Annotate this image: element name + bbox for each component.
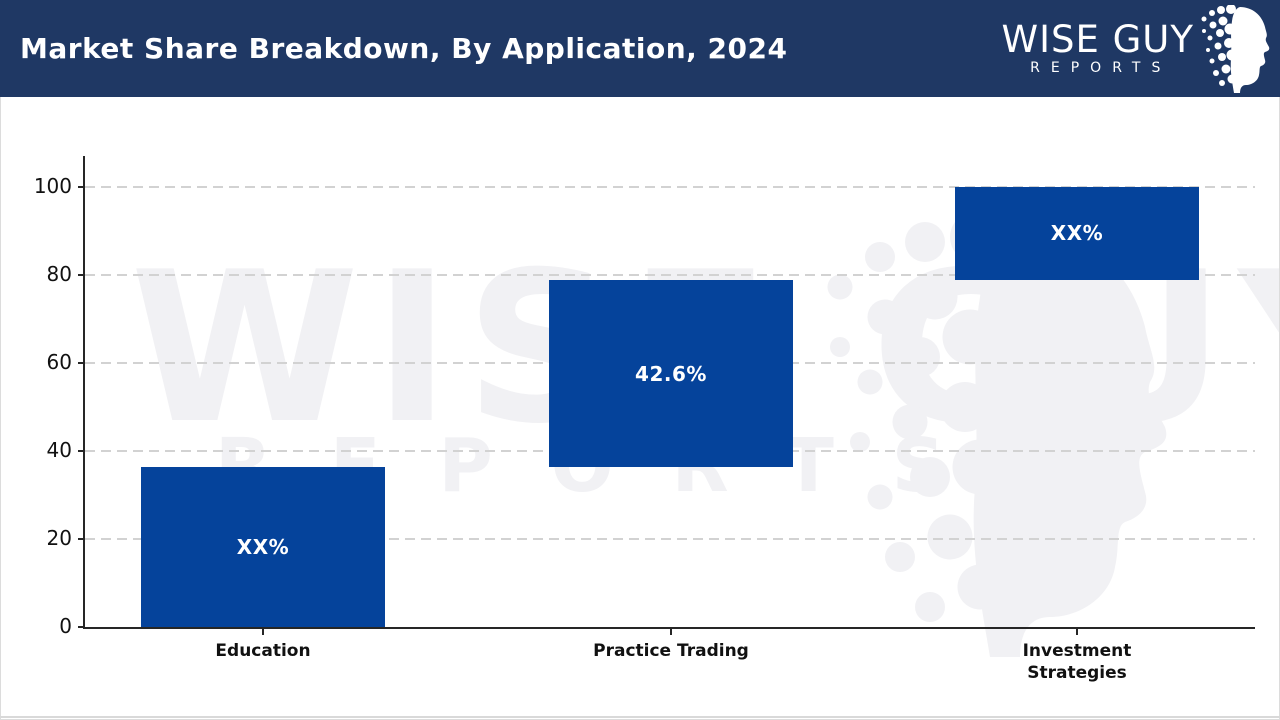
header-bar: Market Share Breakdown, By Application, … — [0, 0, 1280, 97]
bar-value-label: XX% — [1050, 221, 1104, 246]
brand-name: WISE GUY — [1001, 18, 1194, 61]
y-axis-line — [83, 156, 85, 629]
y-tick-label: 80 — [46, 262, 72, 286]
y-tick-mark — [78, 538, 85, 540]
y-tick-label: 60 — [46, 350, 72, 374]
brand-subtitle: REPORTS — [1030, 60, 1172, 76]
bar-value-label: 42.6% — [635, 361, 707, 386]
bar-investment-strategies[interactable]: XX% — [955, 187, 1199, 280]
gridline-y100 — [85, 186, 1255, 188]
y-tick-mark — [78, 626, 85, 628]
bar-education[interactable]: XX% — [141, 467, 385, 627]
y-tick-label: 0 — [59, 614, 72, 638]
bar-value-label: XX% — [236, 535, 290, 560]
brand-logo-text: WISE GUY REPORTS — [1002, 21, 1194, 76]
y-tick-mark — [78, 186, 85, 188]
x-tick-label: Investment Strategies — [1022, 641, 1132, 683]
watermark-face-icon — [827, 217, 1167, 657]
x-tick-mark — [262, 629, 264, 635]
brand-logo: WISE GUY REPORTS — [1002, 4, 1280, 93]
page-title: Market Share Breakdown, By Application, … — [20, 32, 788, 65]
x-tick-mark — [1076, 629, 1078, 635]
chart-area: WISE GUY REPORTS 020406080100XX%Educatio… — [0, 97, 1280, 720]
bottom-divider — [0, 716, 1280, 718]
y-tick-label: 40 — [46, 438, 72, 462]
bar-practice-trading[interactable]: 42.6% — [549, 279, 793, 468]
x-tick-label: Education — [215, 641, 311, 661]
x-tick-mark — [670, 629, 672, 635]
x-tick-label: Practice Trading — [593, 641, 749, 661]
y-tick-label: 100 — [33, 174, 72, 198]
x-axis-line — [83, 627, 1255, 629]
y-tick-mark — [78, 450, 85, 452]
gridline-y20 — [85, 538, 1255, 540]
y-tick-mark — [78, 362, 85, 364]
face-profile-icon — [1201, 4, 1270, 93]
y-tick-label: 20 — [46, 526, 72, 550]
y-tick-mark — [78, 274, 85, 276]
gridline-y80 — [85, 274, 1255, 276]
